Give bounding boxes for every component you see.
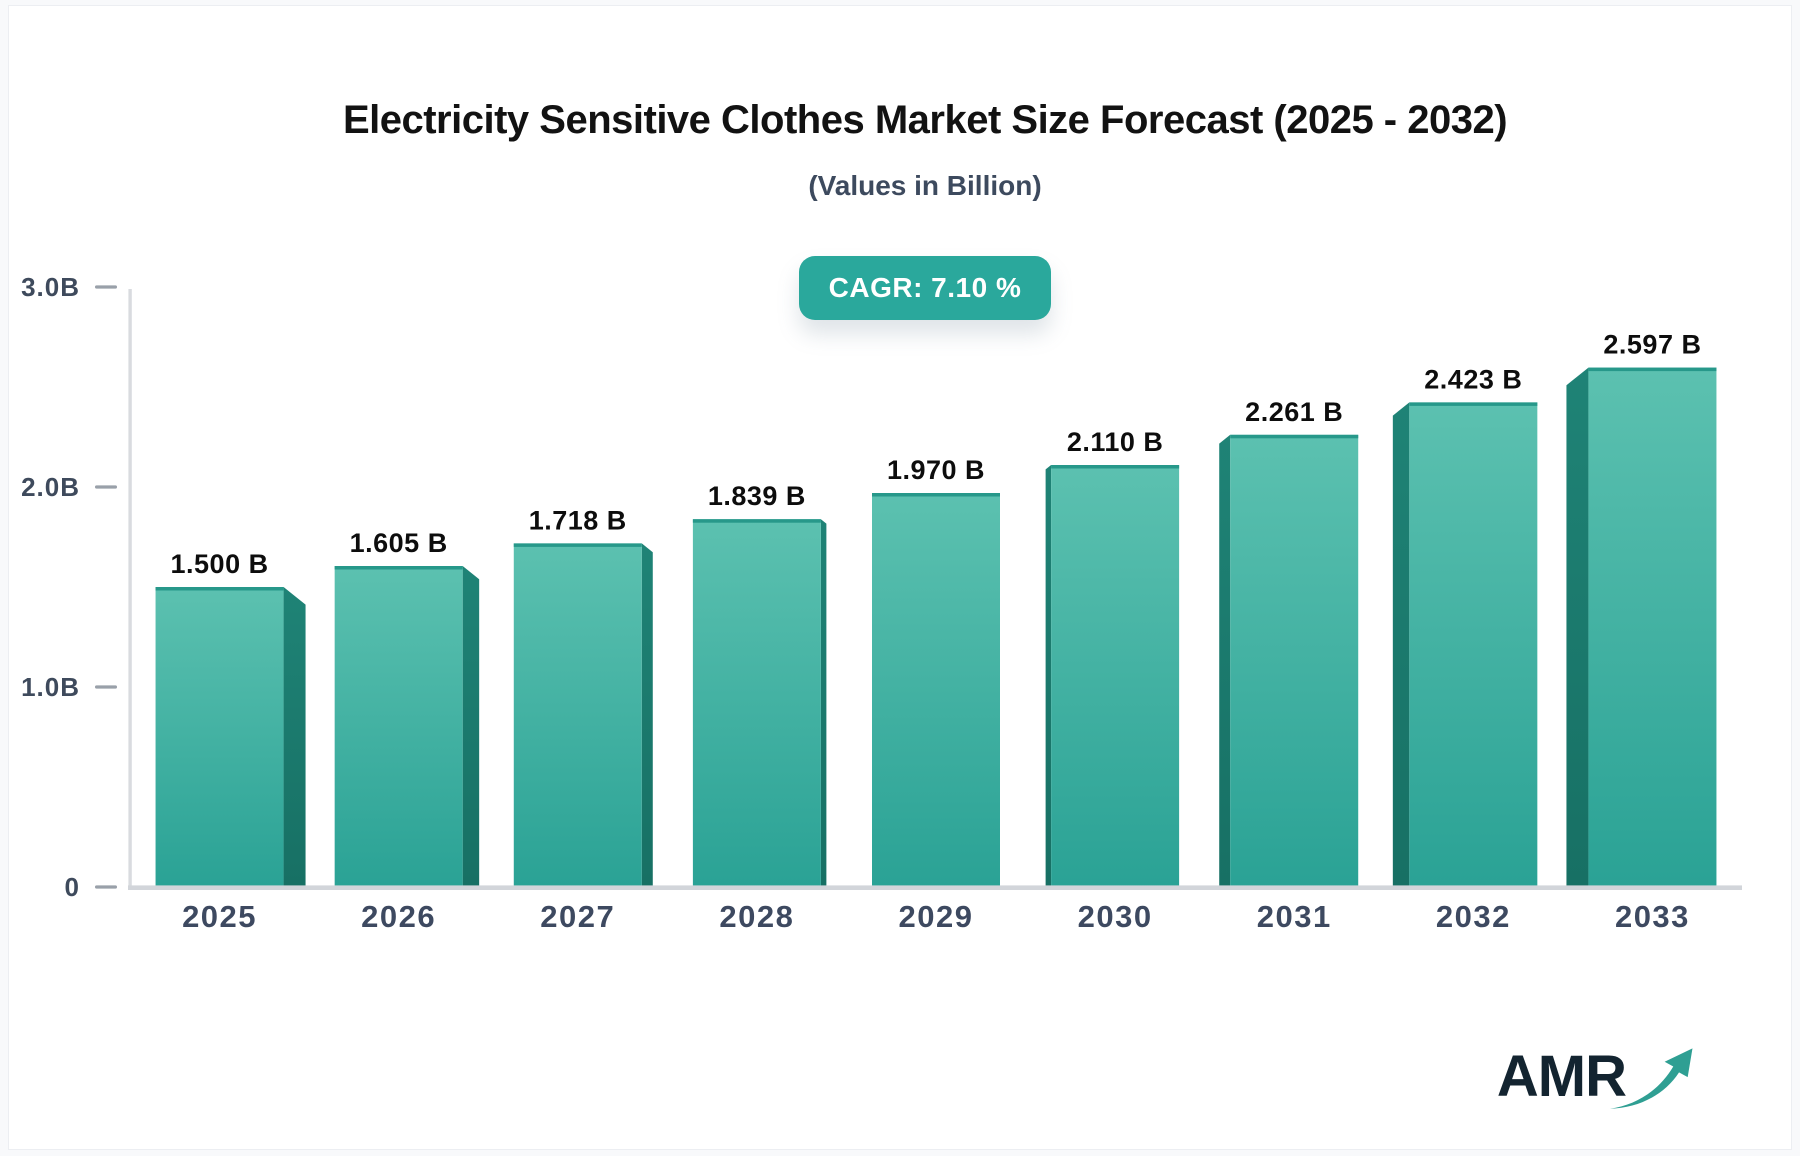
bar-top-edge: [513, 543, 642, 547]
bar-side-face: [1566, 367, 1589, 888]
y-tick-label: 1.0B: [21, 672, 80, 702]
bar-top-edge: [1409, 402, 1538, 406]
bar-front-face: [155, 587, 284, 887]
logo-text: AMR: [1496, 1044, 1627, 1109]
x-axis-label: 2031: [1257, 899, 1332, 934]
bar-front-face: [872, 493, 1000, 887]
chart-subtitle: (Values in Billion): [808, 170, 1042, 201]
bar-value-label: 1.839 B: [708, 481, 806, 511]
bar-side-face: [641, 543, 653, 887]
amr-logo: AMR: [1496, 1034, 1704, 1109]
bar-top-edge: [692, 519, 821, 523]
y-tick-mark: [95, 485, 117, 489]
bar-side-face: [1045, 465, 1052, 887]
y-tick-mark: [95, 685, 117, 689]
bar-value-label: 2.261 B: [1245, 397, 1343, 427]
bar-2031: 2.261 B 2031: [1219, 397, 1359, 934]
y-tick-label: 0: [65, 872, 80, 902]
x-axis-label: 2028: [719, 899, 794, 934]
bar-value-label: 2.423 B: [1424, 364, 1522, 394]
bar-2029: 1.970 B 2029: [872, 455, 1000, 934]
cagr-badge: CAGR: 7.10 %: [798, 256, 1052, 320]
bar-2026: 1.605 B 2026: [334, 528, 480, 934]
x-axis-label: 2032: [1436, 899, 1511, 934]
bar-value-label: 2.110 B: [1067, 427, 1164, 457]
x-axis-label: 2025: [182, 899, 257, 934]
bar-front-face: [1588, 367, 1717, 888]
bar-value-label: 2.597 B: [1603, 330, 1701, 360]
badge-row: CAGR: 7.10 %: [50, 256, 1800, 320]
bar-front-face: [1409, 402, 1538, 887]
bar-top-edge: [872, 493, 1000, 497]
chart-title: Electricity Sensitive Clothes Market Siz…: [342, 98, 1508, 142]
y-tick-mark: [95, 885, 117, 889]
bar-chart: 0 1.0B 2.0B 3.0B 1.500 B 2025 1.605 B 2026 1.718…: [21, 272, 1742, 934]
bar-value-label: 1.718 B: [529, 505, 627, 535]
x-axis-label: 2026: [361, 899, 436, 934]
bar-value-label: 1.500 B: [171, 549, 269, 579]
bar-top-edge: [1230, 434, 1359, 439]
bar-front-face: [1051, 465, 1180, 887]
bar-2033: 2.597 B 2033: [1566, 330, 1717, 934]
bar-top-edge: [1588, 367, 1717, 372]
bar-front-face: [1230, 434, 1359, 887]
bar-side-face: [1219, 434, 1231, 887]
growth-arrow-icon: [1609, 1048, 1693, 1109]
y-tick-mark: [95, 285, 117, 289]
y-tick-label: 3.0B: [21, 272, 80, 302]
bar-2025: 1.500 B 2025: [155, 549, 306, 934]
bar-side-face: [283, 587, 306, 887]
bar-side-face: [1392, 402, 1410, 887]
bar-2027: 1.718 B 2027: [513, 505, 653, 934]
bar-2032: 2.423 B 2032: [1392, 364, 1538, 934]
bar-front-face: [513, 543, 642, 887]
y-axis-line: [128, 289, 132, 889]
x-axis-label: 2027: [540, 899, 615, 934]
x-axis-line: [128, 885, 1742, 890]
bar-front-face: [692, 519, 821, 887]
bar-value-label: 1.605 B: [350, 528, 448, 558]
bar-top-edge: [334, 566, 463, 570]
bar-front-face: [334, 566, 463, 887]
bar-value-label: 1.970 B: [887, 455, 985, 485]
x-axis-label: 2029: [899, 899, 974, 934]
x-axis-label: 2030: [1078, 899, 1153, 934]
bar-top-edge: [155, 587, 284, 591]
bar-side-face: [462, 566, 480, 887]
bar-2030: 2.110 B 2030: [1045, 427, 1180, 934]
bar-top-edge: [1051, 465, 1180, 469]
x-axis-label: 2033: [1615, 899, 1690, 934]
y-tick-label: 2.0B: [21, 472, 80, 502]
bar-side-face: [820, 519, 827, 887]
bar-2028: 1.839 B 2028: [692, 481, 827, 934]
